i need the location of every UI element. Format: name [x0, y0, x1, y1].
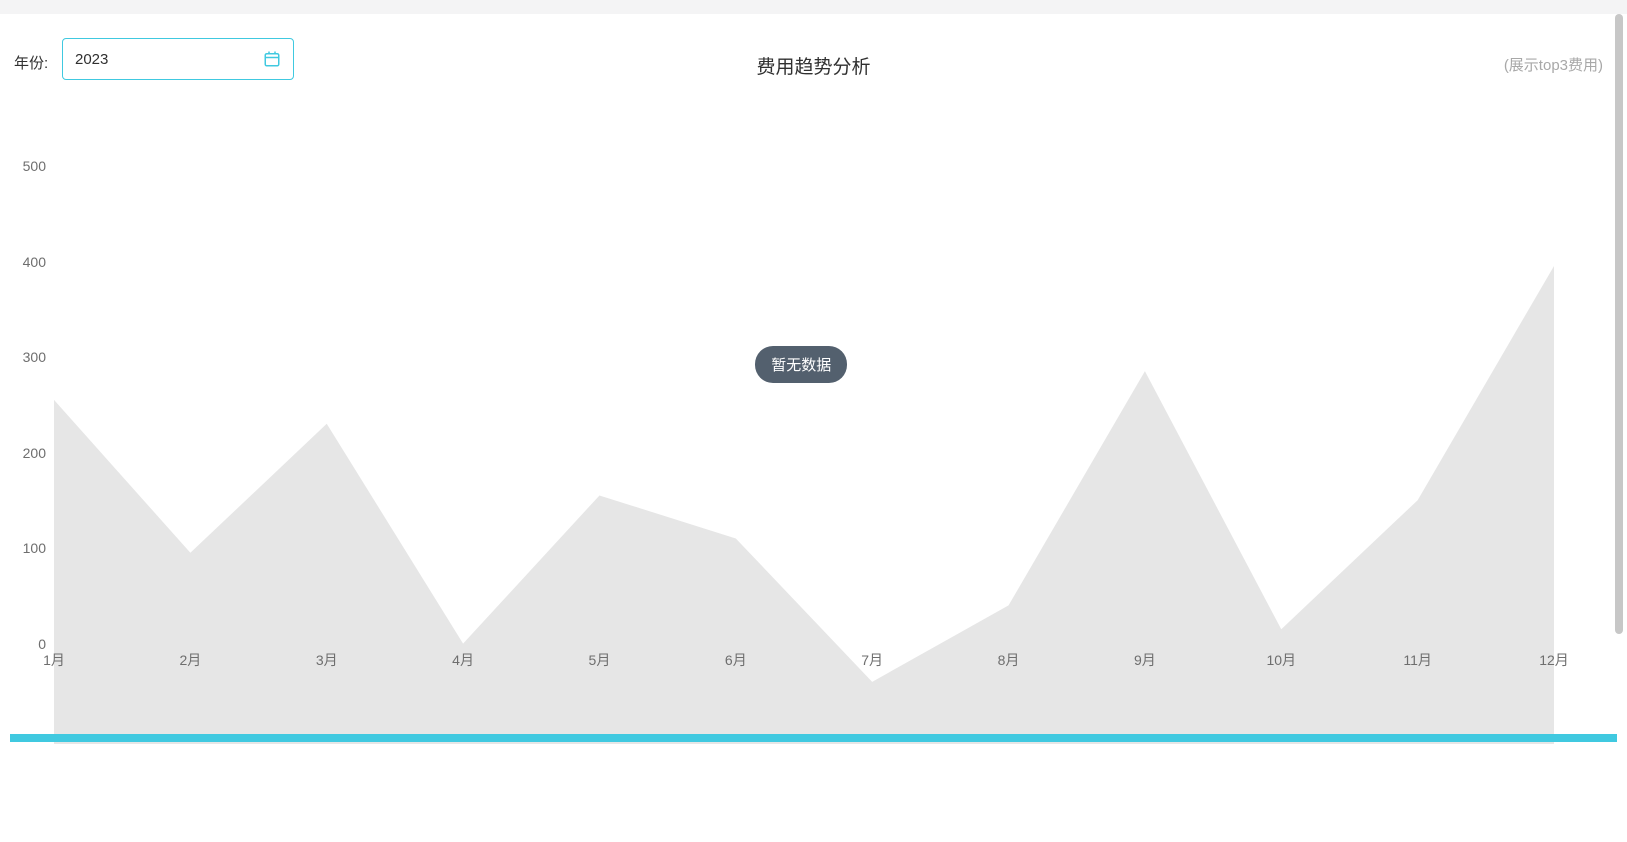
scrollbar-thumb[interactable] [1615, 14, 1623, 634]
top-strip [0, 0, 1627, 14]
x-tick-label: 10月 [1266, 650, 1296, 670]
y-tick-label: 300 [23, 349, 46, 365]
x-tick-label: 4月 [452, 650, 474, 670]
y-tick-label: 400 [23, 254, 46, 270]
x-tick-label: 5月 [589, 650, 611, 670]
no-data-tooltip: 暂无数据 [755, 346, 847, 383]
x-tick-label: 7月 [861, 650, 883, 670]
y-tick-label: 200 [23, 445, 46, 461]
x-tick-label: 12月 [1539, 650, 1569, 670]
bottom-accent-bar [10, 734, 1617, 742]
y-tick-label: 500 [23, 158, 46, 174]
x-tick-label: 2月 [179, 650, 201, 670]
year-picker-value: 2023 [75, 51, 108, 68]
x-tick-label: 3月 [316, 650, 338, 670]
calendar-icon [263, 50, 281, 68]
x-tick-label: 6月 [725, 650, 747, 670]
x-tick-label: 9月 [1134, 650, 1156, 670]
year-label: 年份: [14, 52, 48, 73]
chart-area [0, 100, 1627, 720]
area-chart-svg [0, 100, 1627, 842]
x-tick-label: 11月 [1403, 650, 1432, 670]
chart-title: 费用趋势分析 [756, 52, 870, 79]
y-tick-label: 100 [23, 540, 46, 556]
x-tick-label: 8月 [998, 650, 1020, 670]
x-tick-label: 1月 [43, 650, 65, 670]
tooltip-text: 暂无数据 [771, 357, 831, 374]
chart-subtitle: (展示top3费用) [1504, 54, 1603, 75]
year-picker[interactable]: 2023 [62, 38, 294, 80]
